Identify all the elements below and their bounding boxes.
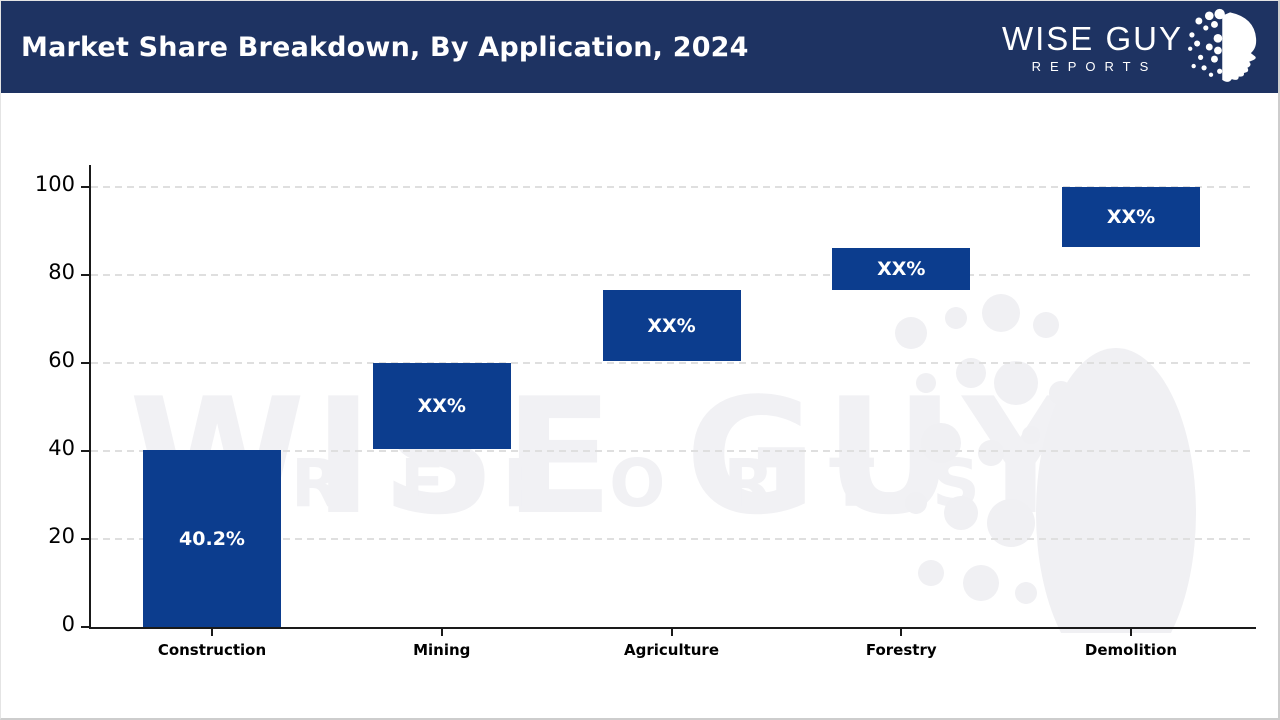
x-axis-tick-label: Agriculture	[623, 641, 720, 659]
y-axis-tick	[81, 450, 89, 452]
bar: 40.2%	[143, 450, 281, 627]
y-axis-tick	[81, 362, 89, 364]
x-axis-tick-label: Mining	[413, 641, 471, 659]
bar-value-label: XX%	[647, 314, 696, 337]
y-axis-tick	[81, 274, 89, 276]
x-axis-tick-label: Forestry	[865, 641, 937, 659]
y-axis-tick-label: 60	[48, 348, 75, 372]
y-axis-tick-label: 20	[48, 524, 75, 548]
gridline	[91, 538, 1254, 540]
bar-value-label: 40.2%	[179, 527, 245, 550]
bar-value-label: XX%	[417, 394, 466, 417]
y-axis-tick-label: 40	[48, 436, 75, 460]
x-axis-tick	[670, 629, 673, 636]
x-axis-tick-label: Construction	[157, 641, 267, 659]
bar-value-label: XX%	[877, 258, 926, 281]
x-axis-tick	[440, 629, 443, 636]
y-axis-tick	[81, 538, 89, 540]
brand-logo: WISE GUY REPORTS	[1002, 5, 1278, 89]
x-axis-tick	[211, 629, 213, 636]
y-axis-line	[89, 165, 91, 629]
y-axis-tick	[81, 186, 89, 188]
gridline	[91, 362, 1254, 364]
brand-head-icon	[1188, 8, 1257, 82]
header-bar: Market Share Breakdown, By Application, …	[1, 1, 1278, 93]
x-axis-tick	[1130, 629, 1132, 636]
y-axis-tick	[81, 626, 89, 628]
y-axis-tick-label: 80	[48, 260, 75, 284]
gridline	[91, 274, 1254, 276]
bar: XX%	[602, 290, 741, 361]
bar: XX%	[1062, 187, 1200, 247]
bar: XX%	[832, 248, 971, 290]
y-axis-tick-label: 100	[34, 172, 75, 196]
gridline	[91, 450, 1254, 452]
bar-value-label: XX%	[1106, 205, 1156, 228]
gridline	[91, 186, 1254, 188]
x-axis-tick	[900, 629, 903, 636]
bar: XX%	[372, 363, 511, 449]
brand-logo-text: WISE GUY REPORTS	[1002, 22, 1183, 73]
y-axis-tick-label: 0	[61, 612, 75, 636]
brand-name: WISE GUY	[1001, 19, 1183, 57]
x-axis-line	[89, 627, 1256, 629]
brand-subname: REPORTS	[1031, 58, 1158, 74]
page-title: Market Share Breakdown, By Application, …	[21, 31, 749, 63]
x-axis-tick-label: Demolition	[1084, 641, 1178, 659]
